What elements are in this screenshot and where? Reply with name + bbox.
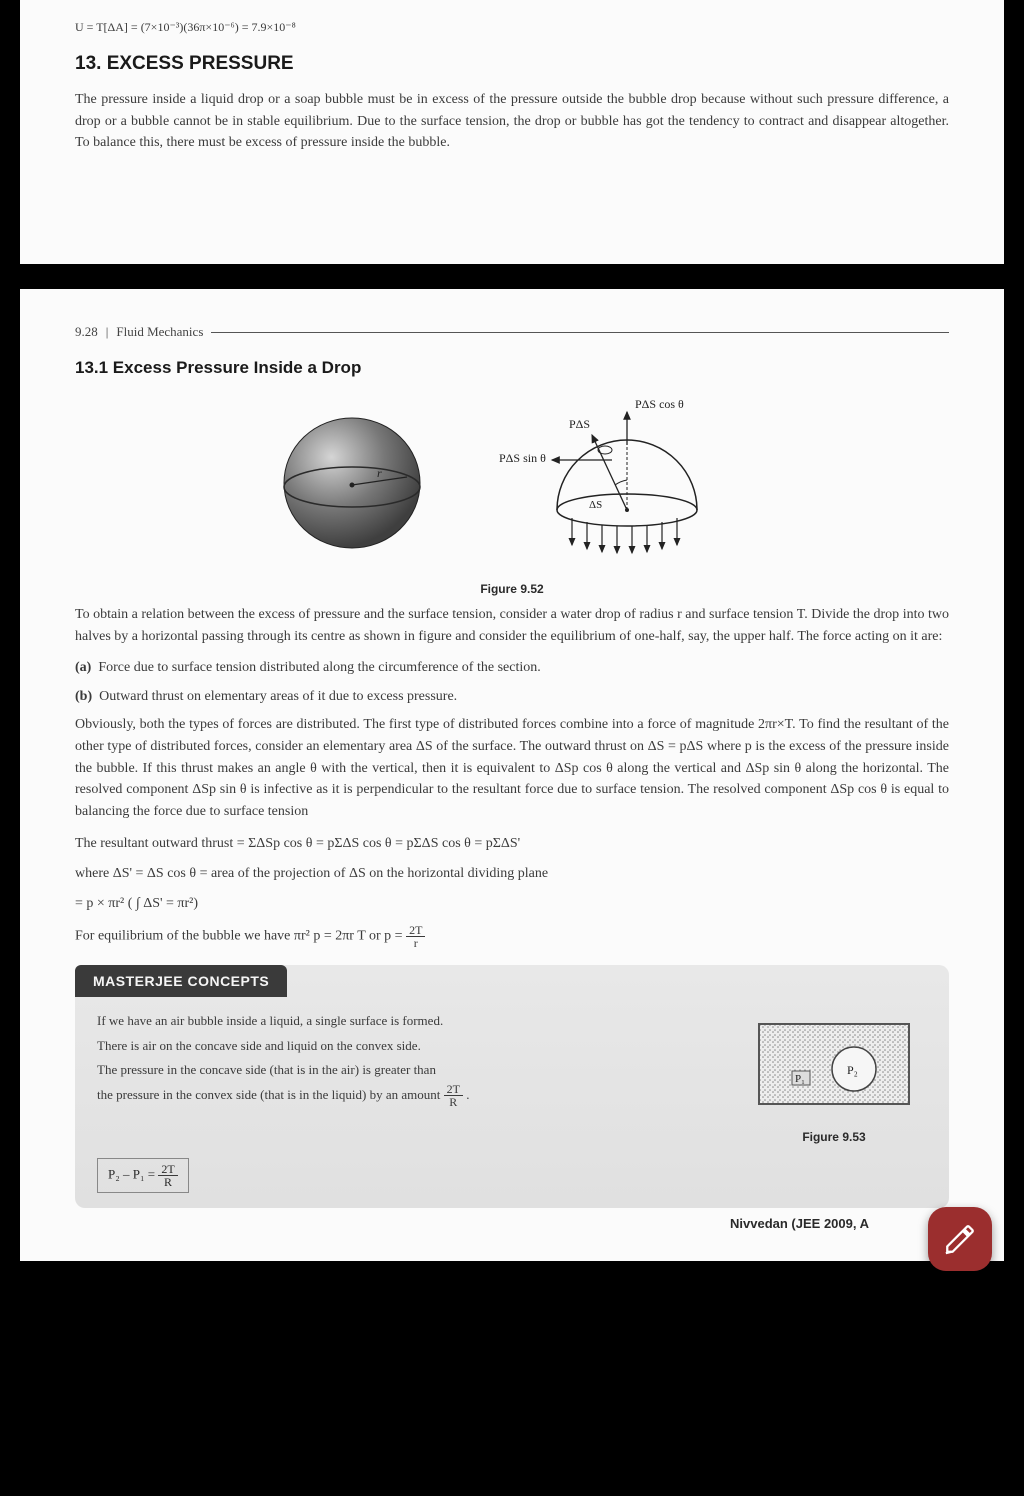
list-item-a: (a) Force due to surface tension distrib… xyxy=(75,657,949,679)
chapter-title: Fluid Mechanics xyxy=(116,324,203,340)
p2-label: P₂ xyxy=(847,1063,858,1077)
page-number: 9.28 xyxy=(75,324,98,340)
edit-fab[interactable] xyxy=(928,1207,992,1271)
concepts-box: MASTERJEE CONCEPTS If we have an air bub… xyxy=(75,965,949,1208)
figure-9-52: r xyxy=(75,390,949,596)
page-bottom: 9.28 | Fluid Mechanics 13.1 Excess Press… xyxy=(20,289,1004,1261)
subsection-heading: 13.1 Excess Pressure Inside a Drop xyxy=(75,358,949,378)
attribution-footer: Nivvedan (JEE 2009, A xyxy=(75,1216,949,1231)
concepts-header: MASTERJEE CONCEPTS xyxy=(75,965,287,997)
paragraph-derivation: Obviously, both the types of forces are … xyxy=(75,714,949,822)
equation-thrust: The resultant outward thrust = ΣΔSp cos … xyxy=(75,833,949,855)
p1-label: P₁ xyxy=(795,1073,805,1085)
page-top: U = T[ΔA] = (7×10⁻³)(36π×10⁻⁶) = 7.9×10⁻… xyxy=(20,0,1004,264)
list-item-b: (b) Outward thrust on elementary areas o… xyxy=(75,686,949,708)
section-heading: 13. EXCESS PRESSURE xyxy=(75,53,949,75)
equation-area: = p × πr² ( ∫ ΔS' = πr²) xyxy=(75,893,949,915)
figure-caption-952: Figure 9.52 xyxy=(75,582,949,596)
figure-9-53: P₂ P₁ Figure 9.53 xyxy=(739,1009,929,1144)
page-header: 9.28 | Fluid Mechanics xyxy=(75,324,949,340)
ds-label: ΔS xyxy=(589,499,602,511)
pencil-icon xyxy=(943,1222,977,1256)
radius-label: r xyxy=(377,466,382,480)
equation-projection: where ΔS' = ΔS cos θ = area of the proje… xyxy=(75,863,949,885)
figure-caption-953: Figure 9.53 xyxy=(739,1130,929,1144)
intro-paragraph: The pressure inside a liquid drop or a s… xyxy=(75,89,949,154)
paragraph-intro: To obtain a relation between the excess … xyxy=(75,604,949,647)
pds-cos-label: PΔS cos θ xyxy=(635,397,684,411)
pds-sin-label: PΔS sin θ xyxy=(499,451,546,465)
hemisphere-force-diagram: ΔS PΔS PΔS cos θ PΔS sin θ xyxy=(497,390,757,570)
pds-label: PΔS xyxy=(569,417,590,431)
boxed-equation: P₂ – P₁ = 2TR xyxy=(97,1158,189,1193)
drop-sphere-diagram: r xyxy=(267,405,437,555)
concepts-text: If we have an air bubble inside a liquid… xyxy=(97,1009,719,1144)
equation-equilibrium: For equilibrium of the bubble we have πr… xyxy=(75,924,949,949)
top-formula: U = T[ΔA] = (7×10⁻³)(36π×10⁻⁶) = 7.9×10⁻… xyxy=(75,20,949,35)
